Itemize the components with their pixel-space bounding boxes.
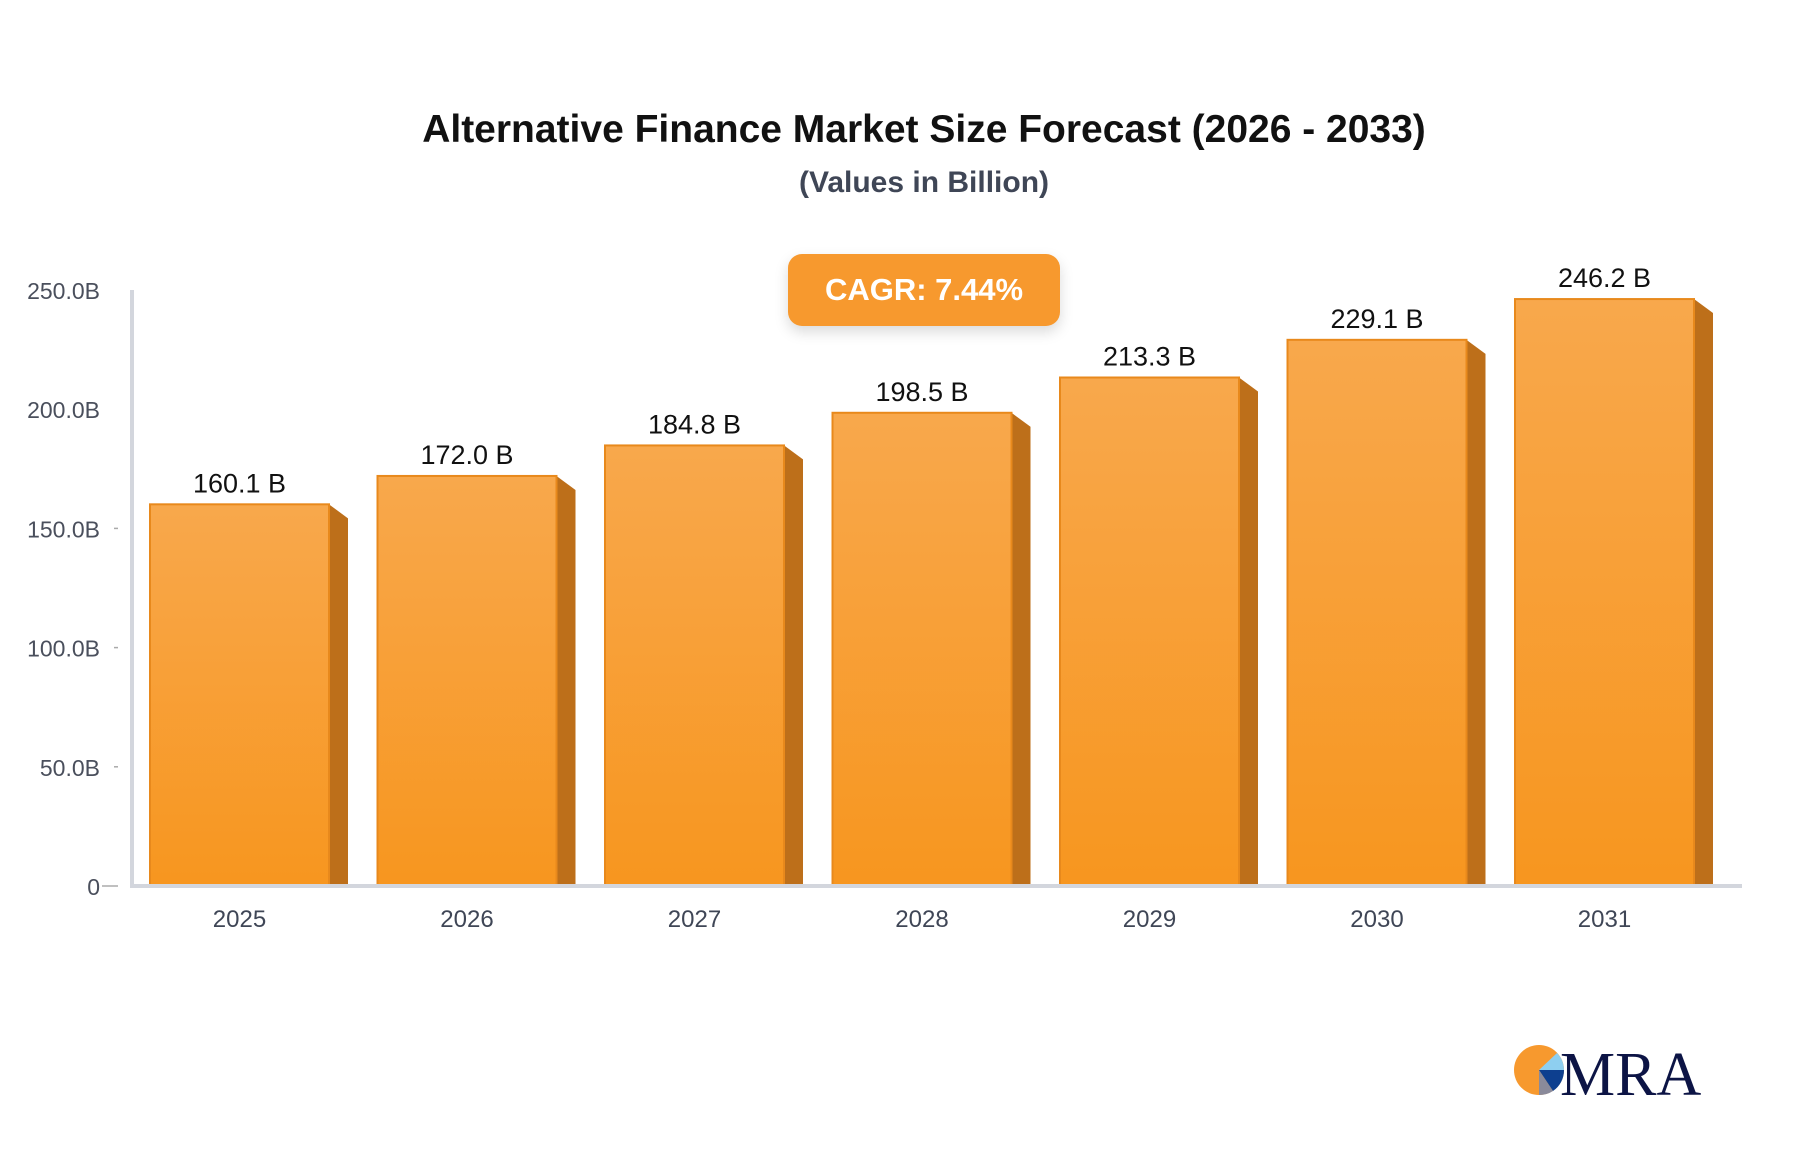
x-tick-label: 2029 — [1123, 906, 1176, 933]
data-label: 198.5 B — [875, 377, 968, 407]
chart-title: Alternative Finance Market Size Forecast… — [422, 108, 1426, 151]
data-label: 172.0 B — [420, 440, 513, 470]
x-tick-label: 2027 — [668, 906, 721, 933]
data-label: 184.8 B — [648, 409, 741, 439]
x-tick-label: 2025 — [213, 906, 266, 933]
y-tick-label: 200.0B — [27, 397, 100, 423]
bar — [376, 474, 558, 887]
data-label: 213.3 B — [1103, 341, 1196, 371]
bar-side — [1239, 377, 1258, 886]
x-tick-label: 2028 — [895, 906, 948, 933]
bar — [831, 411, 1013, 887]
bar-side — [1011, 412, 1031, 886]
mra-logo: MRA — [1514, 1041, 1701, 1109]
data-label: 246.2 B — [1558, 263, 1651, 293]
bar-side — [784, 445, 803, 886]
cagr-badge: CAGR: 7.44% — [788, 254, 1060, 326]
bar — [604, 444, 785, 887]
bar-side — [1694, 299, 1713, 886]
x-tick-label: 2031 — [1578, 906, 1631, 933]
bar — [149, 503, 330, 887]
y-tick-label: 100.0B — [27, 636, 100, 662]
y-tick-label: 50.0B — [40, 755, 100, 781]
bar-side — [556, 475, 576, 886]
bar-side — [1466, 339, 1486, 887]
bar — [1059, 376, 1240, 887]
bar — [1286, 338, 1468, 887]
y-tick-label: 150.0B — [27, 516, 100, 542]
bar-side — [329, 504, 348, 886]
svg-text:MRA: MRA — [1560, 1041, 1701, 1109]
y-tick-label: 0 — [87, 874, 100, 900]
chart-subtitle: (Values in Billion) — [798, 166, 1050, 199]
x-tick-label: 2030 — [1350, 906, 1403, 933]
data-label: 160.1 B — [193, 468, 286, 498]
bar — [1514, 298, 1695, 887]
data-label: 229.1 B — [1330, 304, 1423, 334]
x-tick-label: 2026 — [440, 906, 493, 933]
y-tick-label: 250.0B — [27, 278, 100, 304]
